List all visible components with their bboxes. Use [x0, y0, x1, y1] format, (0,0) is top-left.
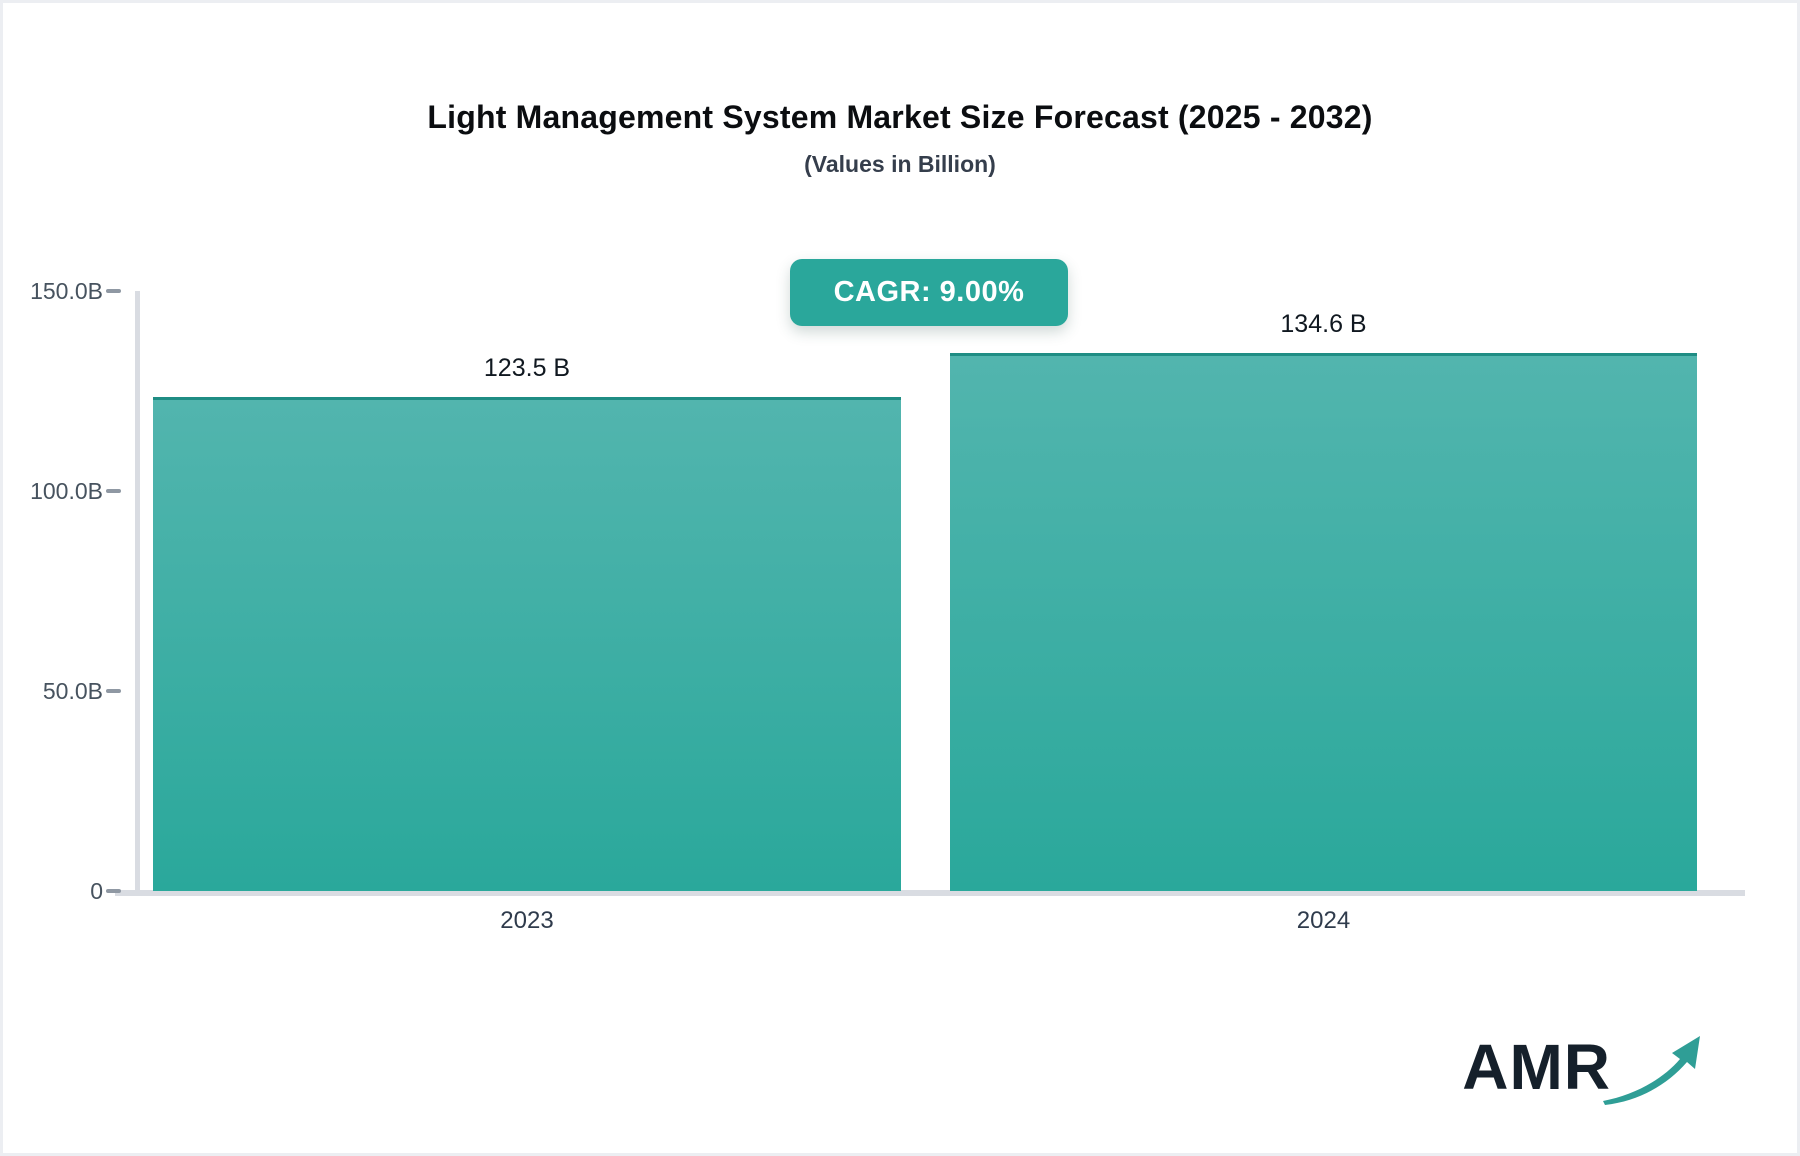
y-axis-tick-label: 100.0B — [30, 478, 103, 504]
x-axis-category-label: 2023 — [500, 907, 554, 934]
chart-subtitle: (Values in Billion) — [804, 151, 996, 177]
y-axis-tick — [106, 489, 121, 493]
y-axis-tick-label: 50.0B — [42, 678, 103, 704]
x-axis-category-label: 2024 — [1296, 907, 1351, 934]
y-axis-tick-label: 150.0B — [30, 278, 103, 304]
bar-value-label: 134.6 B — [1280, 310, 1367, 338]
y-axis-tick — [106, 889, 121, 893]
bar-value-label: 123.5 B — [483, 354, 571, 382]
y-axis-tick — [106, 289, 121, 293]
x-axis-line — [115, 890, 1745, 896]
trend-up-arrow-path — [1603, 1036, 1700, 1105]
amr-logo: AMR — [1462, 1025, 1701, 1109]
y-axis-tick — [106, 689, 121, 693]
bar-2023[interactable] — [153, 397, 901, 891]
y-axis-line — [135, 291, 140, 895]
trend-up-arrow-icon — [1603, 1036, 1700, 1105]
amr-logo-text: AMR — [1462, 1031, 1611, 1103]
chart-title: Light Management System Market Size Fore… — [427, 99, 1373, 135]
bar-2024[interactable] — [950, 353, 1697, 891]
plot-area: 150.0B 100.0B 50.0B 0 123.5 B 2023 134.6 B 2024 — [30, 278, 1745, 934]
cagr-badge: CAGR: 9.00% — [790, 259, 1068, 326]
chart-card: Light Management System Market Size Fore… — [3, 3, 1797, 1153]
y-axis-tick-label: 0 — [90, 878, 103, 904]
